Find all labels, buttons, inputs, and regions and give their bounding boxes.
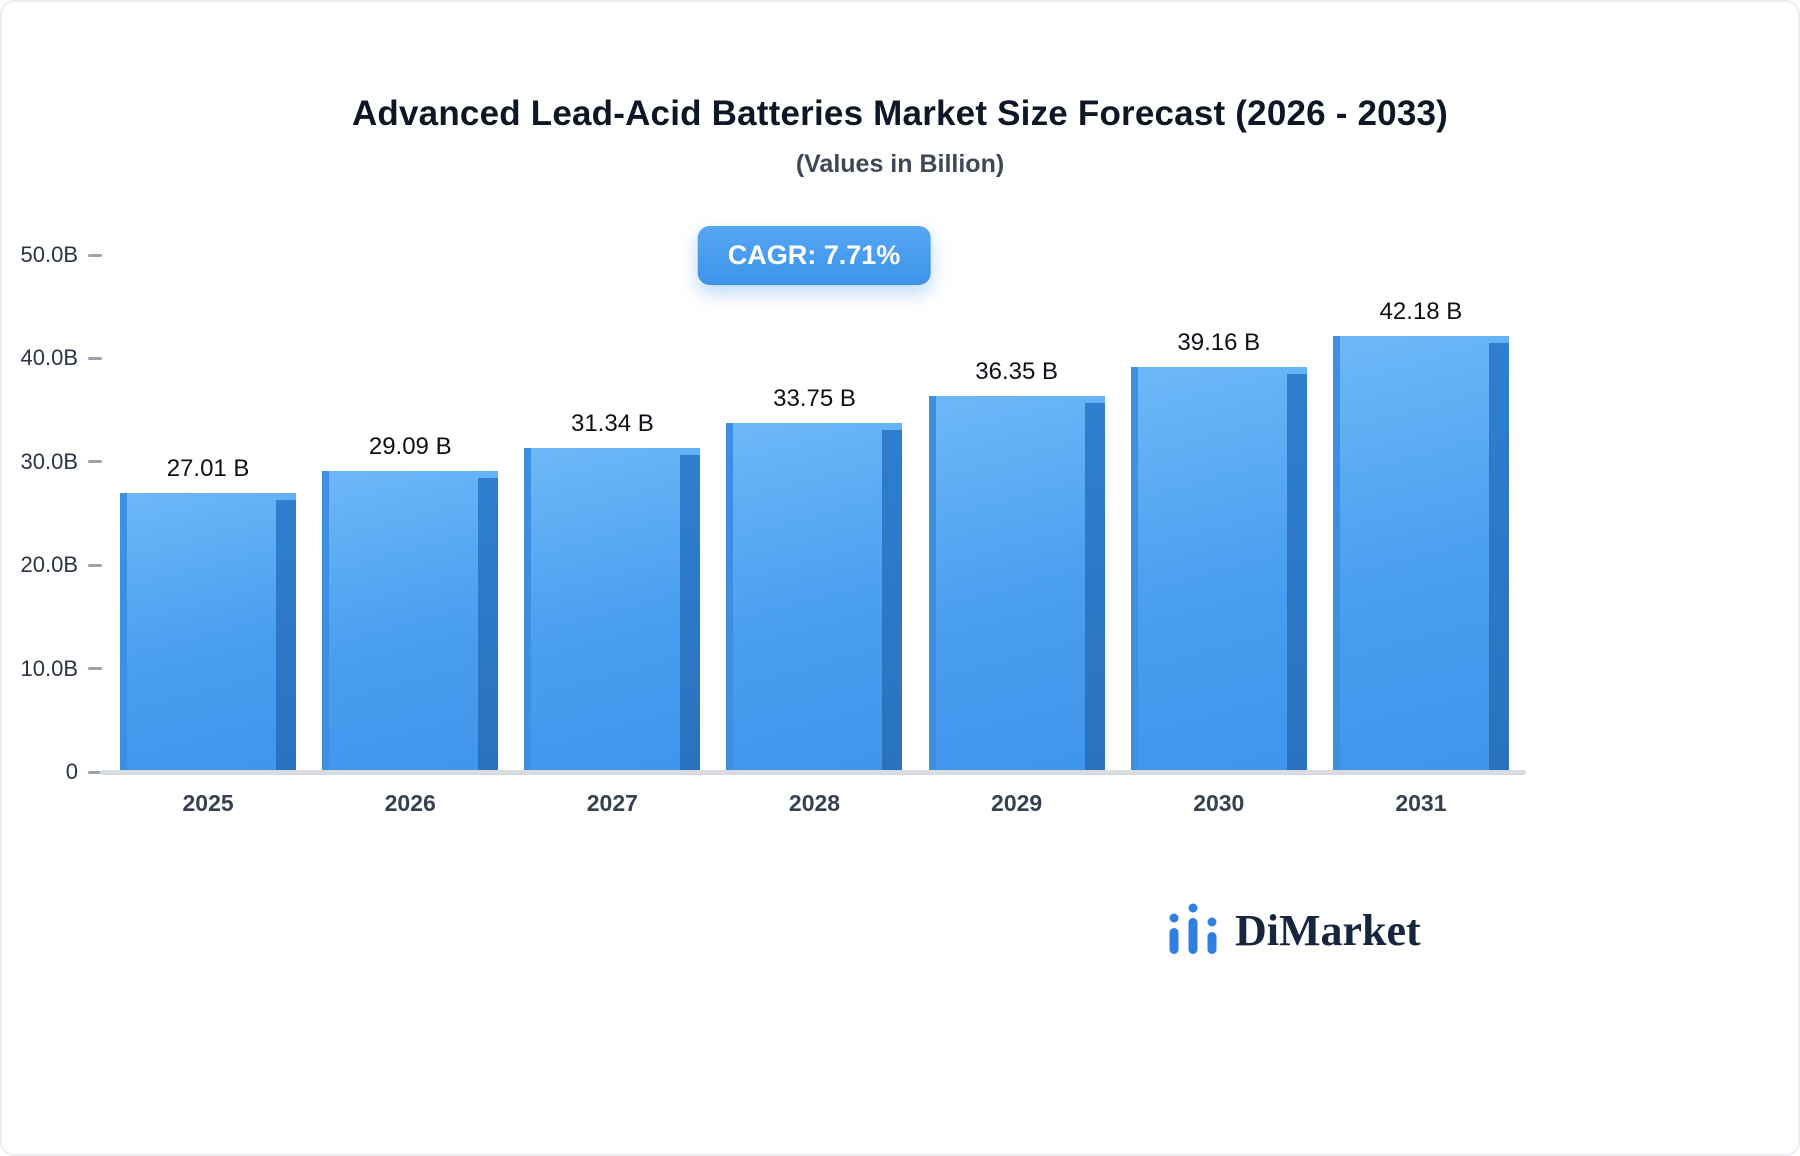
x-axis-line: [100, 770, 1526, 775]
bar-side-shadow: [1488, 342, 1509, 772]
y-axis-tick: 20.0B: [16, 552, 102, 578]
x-axis-label: 2030: [1193, 790, 1245, 816]
y-axis-tick: 30.0B: [16, 449, 102, 475]
bar-left-edge: [322, 471, 330, 772]
bar-side-shadow: [478, 478, 499, 772]
bar: [120, 492, 297, 772]
y-axis-tick: 40.0B: [16, 345, 102, 371]
y-axis-tick-label: 10.0B: [20, 655, 79, 681]
y-axis-tick: 50.0B: [16, 242, 102, 268]
bar-group: 33.75 B: [713, 255, 915, 772]
bar-value-label: 29.09 B: [368, 433, 452, 461]
bar-chart-logo-icon: [1165, 902, 1221, 959]
bar-value-label: 42.18 B: [1379, 297, 1463, 325]
bar-side-shadow: [680, 454, 701, 772]
bar-group: 27.01 B: [107, 255, 309, 772]
bar-value-label: 36.35 B: [975, 358, 1058, 386]
y-axis-tick-mark: [88, 563, 102, 567]
x-axis-label: 2027: [586, 790, 638, 816]
bar-group: 39.16 B: [1118, 255, 1320, 772]
bar-side-shadow: [882, 430, 903, 772]
bar: [1130, 367, 1307, 772]
bar-left-edge: [726, 423, 734, 772]
x-axis: 2025 2026 2027 2028 2029 2030 2031: [107, 790, 1522, 817]
bar: [726, 423, 903, 772]
bar-side-shadow: [1286, 374, 1307, 772]
y-axis-tick-label: 50.0B: [20, 242, 79, 267]
bar-left-edge: [1332, 335, 1340, 772]
brand-name: DiMarket: [1235, 906, 1421, 955]
y-axis: 0 10.0B 20.0B 30.0B 40.0B 50.0B: [2, 242, 102, 784]
x-axis-label: 2028: [788, 790, 841, 816]
y-axis-tick-label: 40.0B: [20, 345, 79, 371]
bar-group: 29.09 B: [309, 255, 511, 772]
y-axis-tick: 10.0B: [16, 656, 102, 682]
bar-left-edge: [524, 447, 532, 772]
bar-left-edge: [120, 492, 128, 772]
y-axis-tick: 0: [16, 759, 102, 785]
brand-logo: DiMarket: [1165, 902, 1421, 959]
bar-side-shadow: [1084, 403, 1105, 772]
y-axis-tick-label: 30.0B: [20, 448, 79, 474]
chart-subtitle: (Values in Billion): [795, 150, 1005, 178]
cagr-badge: CAGR: 7.71%: [697, 226, 931, 285]
bar-left-edge: [928, 396, 936, 772]
bar: [1332, 335, 1509, 772]
y-axis-tick-mark: [88, 667, 102, 671]
y-axis-tick-mark: [88, 770, 102, 774]
bar-left-edge: [1130, 367, 1138, 772]
plot-area: 27.01 B 29.09 B 31.34 B 33.75 B 36.35 B 39.16…: [107, 255, 1522, 772]
x-axis-label: 2029: [991, 790, 1043, 816]
bar-value-label: 33.75 B: [773, 385, 856, 413]
bar-value-label: 39.16 B: [1177, 329, 1261, 357]
bar-group: 42.18 B: [1320, 255, 1522, 772]
bar-value-label: 27.01 B: [166, 454, 250, 482]
x-axis-label: 2025: [182, 790, 234, 816]
y-axis-tick-label: 20.0B: [20, 552, 79, 578]
bar-group: 36.35 B: [916, 255, 1118, 772]
bars-row: 27.01 B 29.09 B 31.34 B 33.75 B 36.35 B 39.16…: [107, 255, 1522, 772]
x-axis-label: 2026: [384, 790, 436, 816]
y-axis-tick-mark: [88, 253, 102, 257]
bar-value-label: 31.34 B: [570, 409, 654, 437]
x-axis-label: 2031: [1395, 790, 1447, 816]
bar-side-shadow: [276, 499, 297, 772]
y-axis-tick-mark: [88, 460, 102, 464]
y-axis-tick-label: 0: [65, 759, 78, 784]
bar: [322, 471, 499, 772]
bar: [524, 447, 701, 772]
bar-group: 31.34 B: [511, 255, 713, 772]
bar: [928, 396, 1105, 772]
y-axis-tick-mark: [88, 356, 102, 360]
chart-title: Advanced Lead-Acid Batteries Market Size…: [351, 94, 1449, 133]
